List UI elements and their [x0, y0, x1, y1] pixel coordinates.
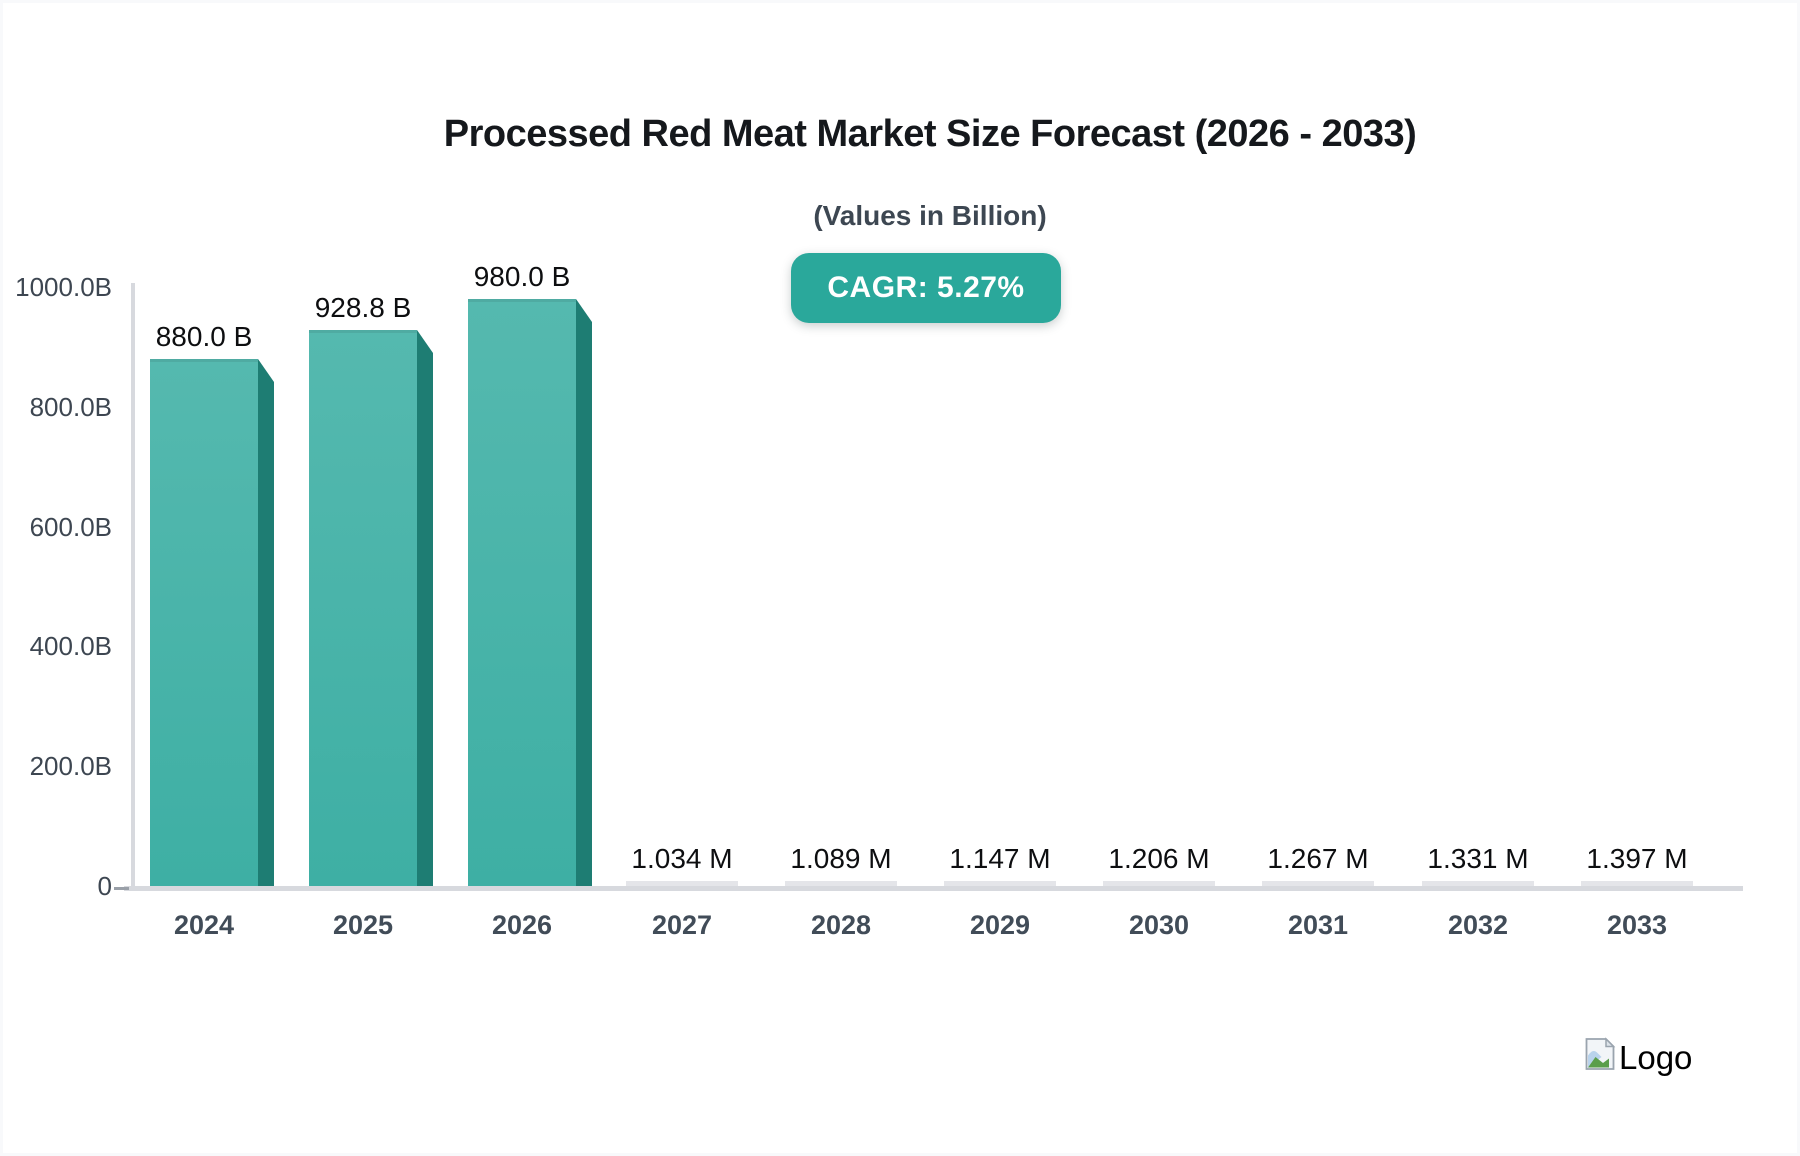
- zero-tick-mark: [114, 887, 129, 890]
- bar-column-2031: 1.267 M: [1238, 844, 1398, 886]
- y-tick-label: 1000.0B: [15, 272, 112, 302]
- bar-column-2025: 928.8 B: [283, 293, 443, 886]
- bar-2027: [626, 881, 738, 886]
- x-year-label-2025: 2025: [332, 910, 394, 940]
- bar-2026: [468, 299, 592, 886]
- bar-value-label: 1.034 M: [631, 843, 733, 874]
- y-tick-label: 0: [97, 871, 112, 901]
- bar-2033: [1581, 881, 1693, 886]
- bar-column-2032: 1.331 M: [1398, 844, 1558, 886]
- x-year-label-2024: 2024: [173, 910, 235, 940]
- bar-value-label: 1.147 M: [949, 843, 1051, 874]
- bar-value-label: 1.397 M: [1586, 843, 1688, 874]
- y-tick-label: 600.0B: [29, 511, 112, 542]
- cagr-badge-label: CAGR: 5.27%: [827, 271, 1025, 304]
- bar-column-2029: 1.147 M: [920, 844, 1080, 886]
- bar-2030: [1103, 881, 1215, 886]
- x-year-label-2033: 2033: [1606, 910, 1668, 940]
- x-axis-line: [124, 886, 1743, 891]
- bar-column-2024: 880.0 B: [124, 322, 284, 886]
- x-year-label-2029: 2029: [969, 910, 1031, 940]
- bar-column-2026: 980.0 B: [442, 262, 602, 886]
- bar-value-label: 880.0 B: [155, 321, 253, 352]
- bar-column-2027: 1.034 M: [602, 844, 762, 886]
- x-year-label-2030: 2030: [1128, 910, 1190, 940]
- logo-alt-text: Logo: [1619, 1039, 1693, 1076]
- bar-value-label: 1.267 M: [1267, 843, 1369, 874]
- x-year-label-2032: 2032: [1447, 910, 1509, 940]
- x-year-label-2027: 2027: [651, 910, 713, 940]
- bar-2024: [150, 359, 274, 886]
- bar-value-label: 1.206 M: [1108, 843, 1210, 874]
- x-year-label-2026: 2026: [491, 910, 553, 940]
- bar-2029: [944, 881, 1056, 886]
- y-tick-label: 200.0B: [29, 751, 112, 782]
- chart-title: Processed Red Meat Market Size Forecast …: [443, 113, 1417, 155]
- bar-2031: [1262, 881, 1374, 886]
- bar-value-label: 1.331 M: [1427, 843, 1529, 874]
- broken-image-icon: [1582, 1036, 1618, 1077]
- logo-placeholder: Logo: [1582, 1036, 1692, 1080]
- bar-2028: [785, 881, 897, 886]
- bar-value-label: 928.8 B: [314, 292, 412, 323]
- bar-2032: [1422, 881, 1534, 886]
- bar-value-label: 980.0 B: [473, 261, 571, 292]
- x-year-label-2031: 2031: [1287, 910, 1349, 940]
- bar-side-shade: [417, 330, 433, 886]
- bar-side-shade: [576, 299, 592, 886]
- bar-side-shade: [258, 359, 274, 886]
- bar-column-2028: 1.089 M: [761, 844, 921, 886]
- cagr-badge: CAGR: 5.27%: [791, 253, 1061, 323]
- bar-column-2030: 1.206 M: [1079, 844, 1239, 886]
- y-axis-line: [131, 283, 135, 886]
- bar-column-2033: 1.397 M: [1557, 844, 1717, 886]
- y-tick-label: 400.0B: [29, 631, 112, 662]
- chart-subtitle: (Values in Billion): [813, 200, 1047, 231]
- bar-2025: [309, 330, 433, 886]
- x-year-label-2028: 2028: [810, 910, 872, 940]
- y-tick-label: 800.0B: [29, 391, 112, 422]
- bar-value-label: 1.089 M: [790, 843, 892, 874]
